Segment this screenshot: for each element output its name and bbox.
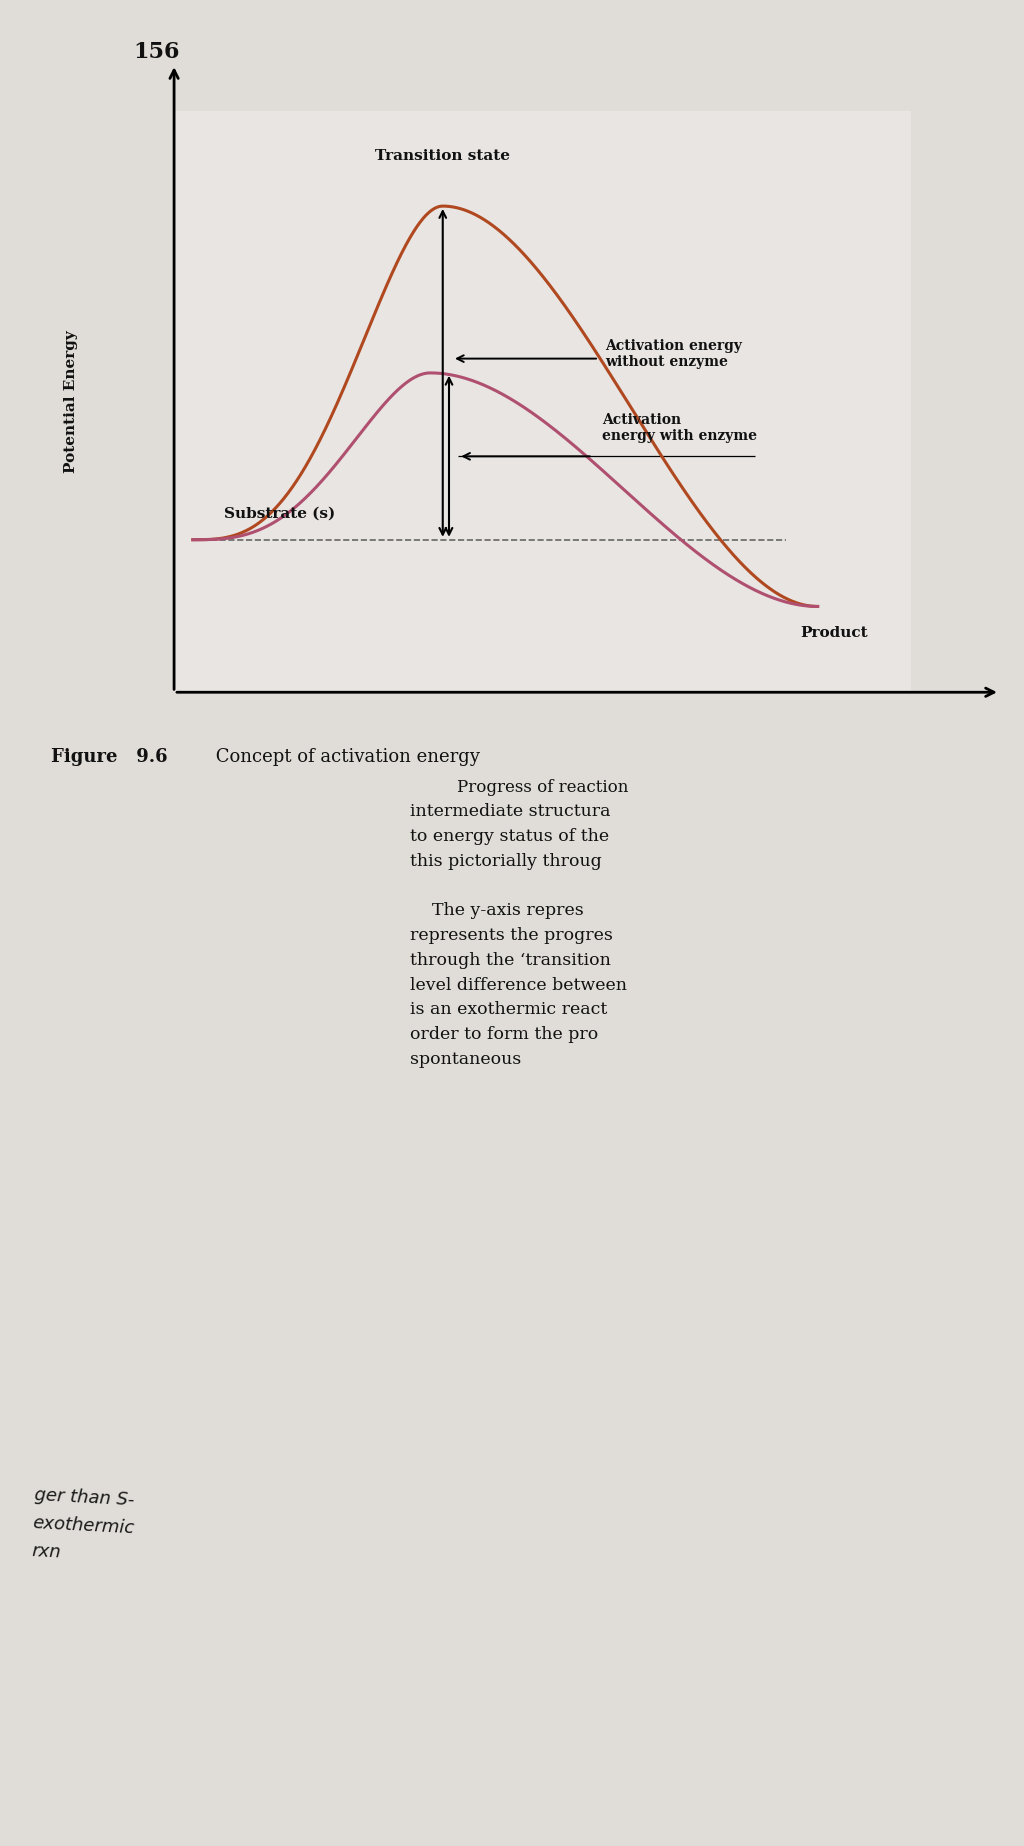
Text: Product: Product <box>800 626 867 639</box>
Text: Transition state: Transition state <box>375 150 510 162</box>
Text: Substrate (s): Substrate (s) <box>224 506 335 521</box>
Text: ger than S-
exothermic
rxn: ger than S- exothermic rxn <box>31 1486 136 1565</box>
Text: 156: 156 <box>133 41 179 63</box>
Text: Potential Energy: Potential Energy <box>63 330 78 473</box>
Text: Activation
energy with enzyme: Activation energy with enzyme <box>602 414 757 443</box>
Text: Activation energy
without enzyme: Activation energy without enzyme <box>605 340 742 369</box>
Text: Concept of activation energy: Concept of activation energy <box>210 748 480 766</box>
Text: intermediate structura
to energy status of the
this pictorially throug

    The : intermediate structura to energy status … <box>410 803 627 1069</box>
Text: Progress of reaction: Progress of reaction <box>457 779 629 796</box>
Text: Figure   9.6: Figure 9.6 <box>51 748 168 766</box>
